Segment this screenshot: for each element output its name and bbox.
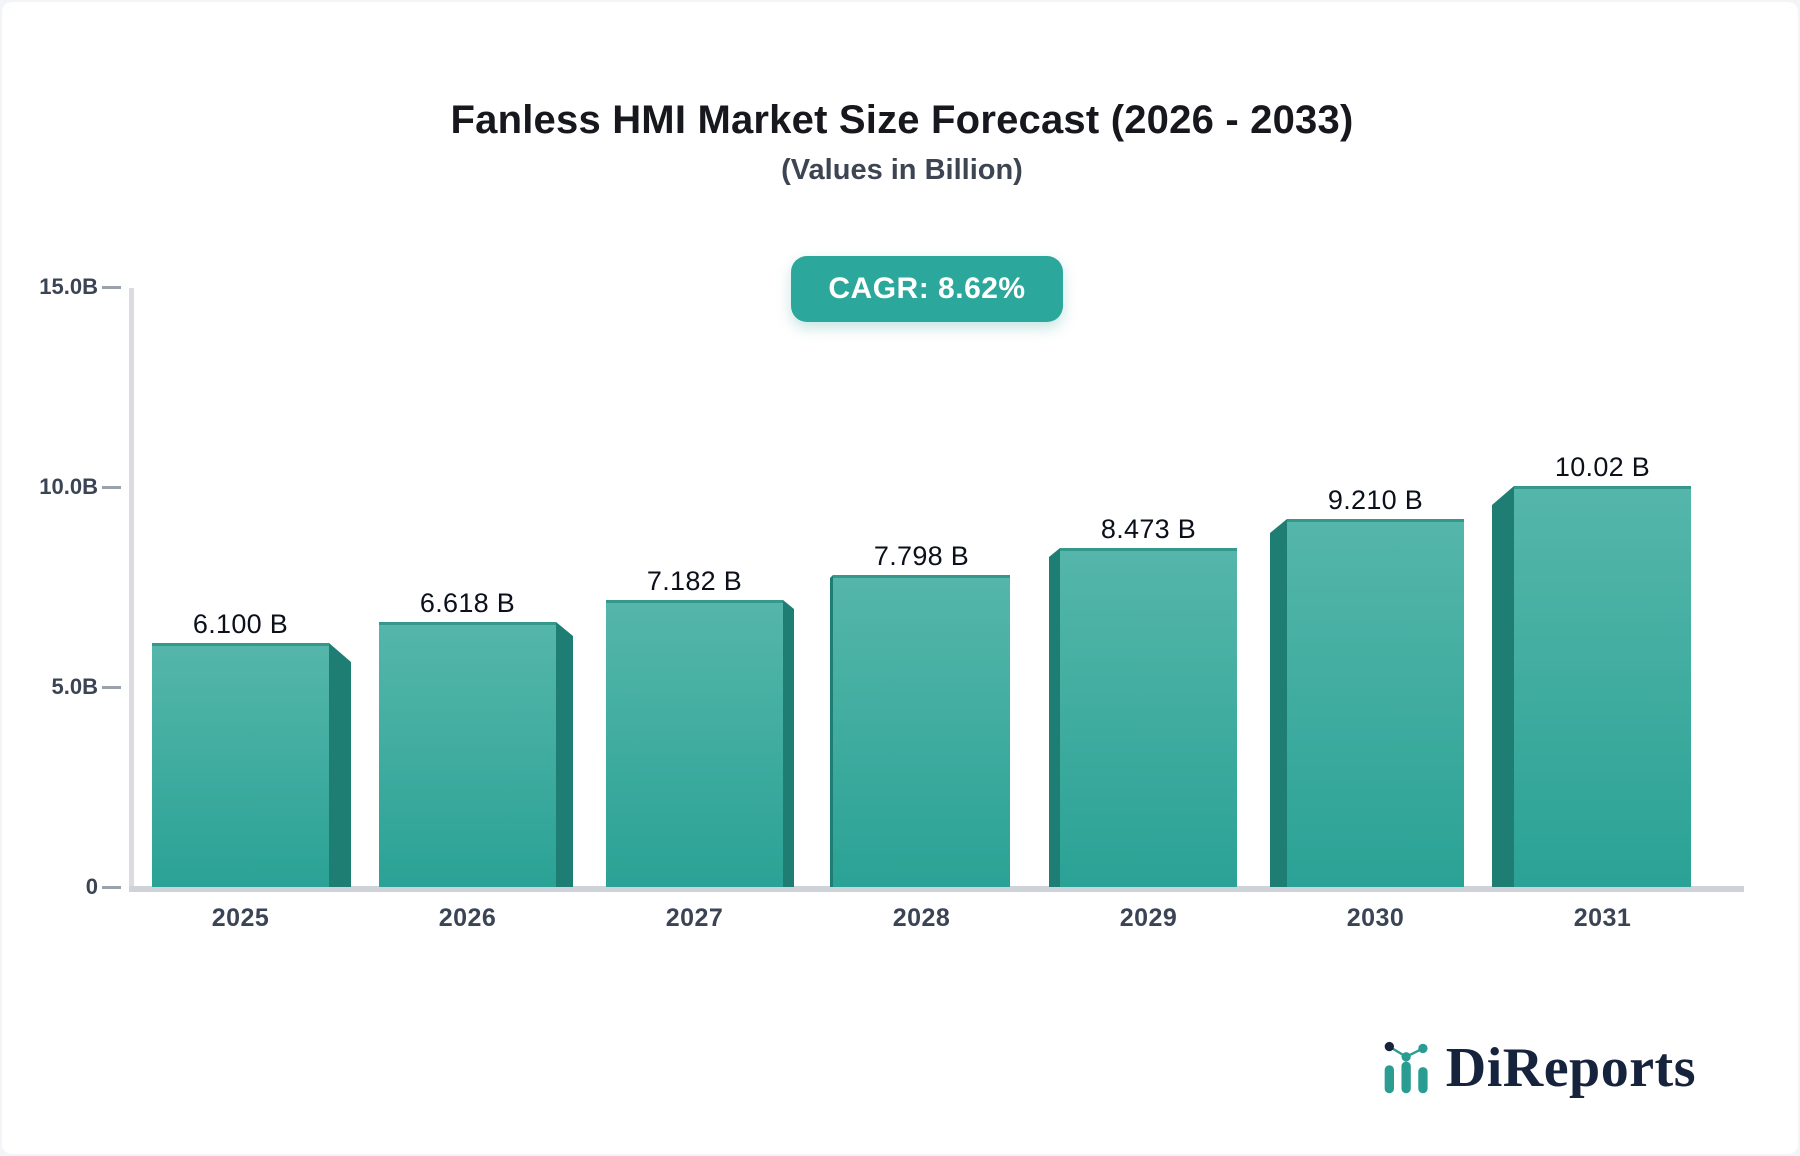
y-tick-label-10.0B: 10.0B bbox=[39, 474, 98, 499]
x-axis-label-2026: 2026 bbox=[438, 904, 497, 932]
bar-value-label-2029: 8.473 B bbox=[1100, 514, 1197, 544]
bar-side-2028 bbox=[830, 575, 833, 887]
bar-side-2027 bbox=[783, 600, 794, 887]
bar-value-label-2025: 6.100 B bbox=[192, 609, 289, 639]
bar-value-label-2028: 7.798 B bbox=[873, 541, 970, 571]
y-tick-mark bbox=[102, 286, 121, 289]
bar-value-label-2030: 9.210 B bbox=[1327, 485, 1424, 515]
bar-side-2031 bbox=[1492, 486, 1514, 887]
bar-2025 bbox=[152, 643, 329, 887]
bar-value-label-2026: 6.618 B bbox=[419, 588, 516, 618]
x-axis-baseline bbox=[129, 886, 1744, 892]
x-axis-label-2025: 2025 bbox=[211, 904, 270, 932]
x-axis-label-2027: 2027 bbox=[665, 904, 724, 932]
chart-subtitle: (Values in Billion) bbox=[781, 154, 1023, 186]
y-tick-mark bbox=[102, 486, 121, 489]
bar-side-2025 bbox=[329, 643, 351, 887]
y-axis-line bbox=[129, 288, 134, 889]
bar-side-2029 bbox=[1049, 548, 1060, 887]
x-axis-label-2029: 2029 bbox=[1119, 904, 1178, 932]
direports-logo: DiReports bbox=[1380, 1036, 1696, 1100]
bar-side-2030 bbox=[1270, 519, 1287, 887]
cagr-badge: CAGR: 8.62% bbox=[791, 256, 1063, 322]
bar-2030 bbox=[1287, 519, 1464, 887]
cagr-badge-label: CAGR: 8.62% bbox=[828, 272, 1026, 305]
bar-2031 bbox=[1514, 486, 1691, 887]
x-axis-label-2028: 2028 bbox=[892, 904, 951, 932]
bar-side-2026 bbox=[556, 622, 573, 887]
bar-2029 bbox=[1060, 548, 1237, 887]
bar-value-label-2027: 7.182 B bbox=[646, 566, 743, 596]
y-tick-mark bbox=[102, 886, 121, 889]
y-tick-mark bbox=[102, 686, 121, 689]
bar-value-label-2031: 10.02 B bbox=[1554, 452, 1651, 482]
y-tick-label-15.0B: 15.0B bbox=[39, 274, 98, 299]
x-axis-label-2031: 2031 bbox=[1573, 904, 1632, 932]
bar-line-chart-icon bbox=[1384, 1041, 1428, 1094]
x-axis-label-2030: 2030 bbox=[1346, 904, 1405, 932]
bar-2027 bbox=[606, 600, 783, 887]
bar-2028 bbox=[833, 575, 1010, 887]
chart-title: Fanless HMI Market Size Forecast (2026 -… bbox=[450, 98, 1354, 142]
direports-logo-text: DiReports bbox=[1445, 1037, 1696, 1099]
y-tick-label-0: 0 bbox=[85, 874, 98, 899]
y-tick-label-5.0B: 5.0B bbox=[51, 674, 98, 699]
bar-2026 bbox=[379, 622, 556, 887]
